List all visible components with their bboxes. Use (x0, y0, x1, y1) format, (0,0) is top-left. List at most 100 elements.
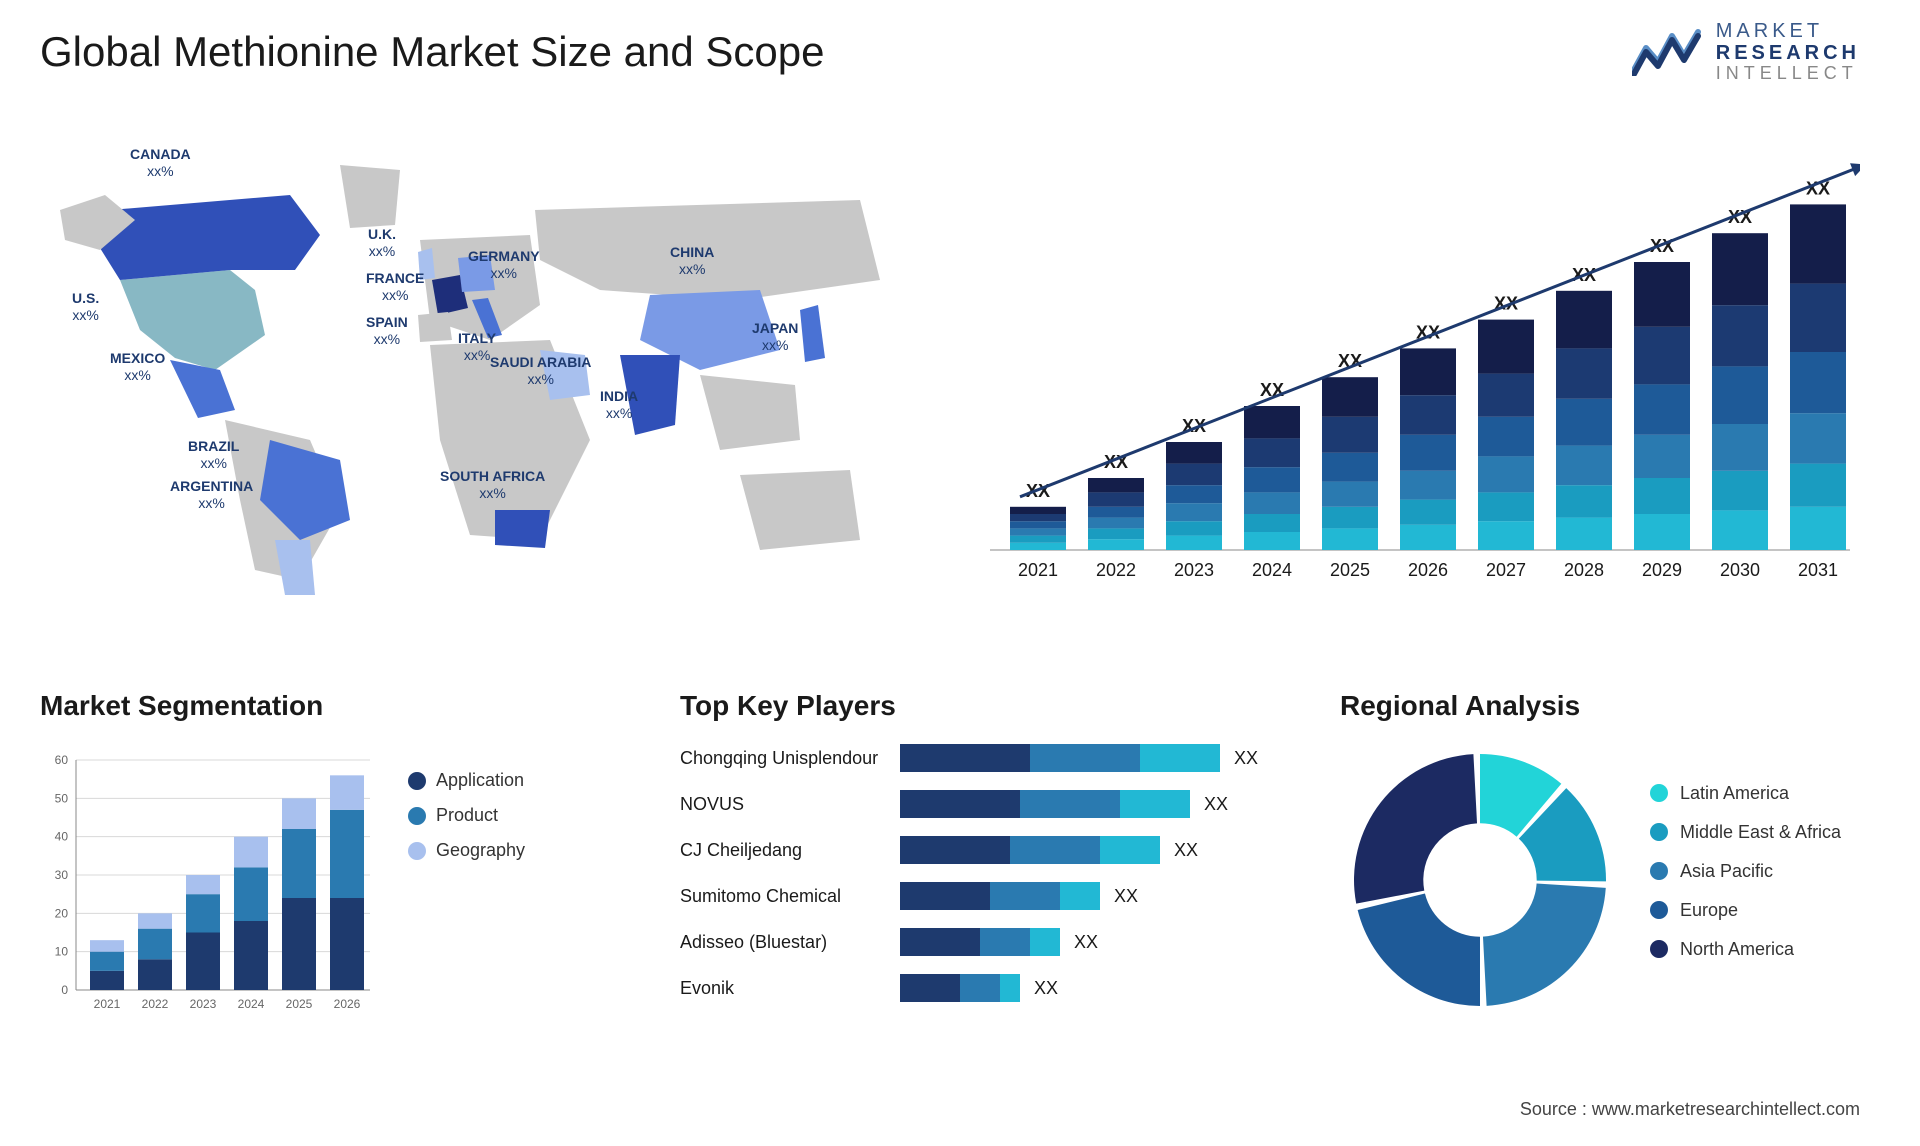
players-title: Top Key Players (680, 690, 1300, 722)
main-bar-seg (1478, 320, 1534, 374)
main-bar-seg (1712, 305, 1768, 366)
main-bar-seg (1634, 327, 1690, 385)
donut-slice (1358, 894, 1480, 1006)
player-bar (900, 974, 1020, 1002)
swatch-icon (1650, 862, 1668, 880)
player-bar (900, 744, 1220, 772)
player-bar-seg (900, 928, 980, 956)
player-name: CJ Cheiljedang (680, 840, 900, 861)
player-bar-wrap: XX (900, 744, 1300, 772)
main-chart-svg: XX2021XX2022XX2023XX2024XX2025XX2026XX20… (980, 150, 1860, 590)
main-bar-seg (1088, 507, 1144, 518)
main-bar-seg (1244, 492, 1300, 514)
map-label-us: U.S.xx% (72, 290, 99, 324)
seg-bar-seg (138, 913, 172, 928)
player-value: XX (1034, 978, 1058, 999)
player-bar-wrap: XX (900, 836, 1300, 864)
player-bar-wrap: XX (900, 928, 1300, 956)
main-bar-seg (1712, 366, 1768, 424)
main-bar-seg (1010, 536, 1066, 543)
seg-legend-item: Geography (408, 840, 525, 861)
seg-bar-year: 2022 (142, 997, 169, 1011)
main-bar-seg (1322, 528, 1378, 550)
seg-bar-seg (282, 798, 316, 829)
map-label-argentina: ARGENTINAxx% (170, 478, 253, 512)
player-bar-seg (900, 974, 960, 1002)
player-bar-wrap: XX (900, 882, 1300, 910)
main-bar-seg (1166, 442, 1222, 464)
world-map: CANADAxx%U.S.xx%MEXICOxx%BRAZILxx%ARGENT… (40, 140, 920, 600)
svg-text:20: 20 (55, 906, 69, 920)
main-bar-seg (1400, 348, 1456, 395)
country-japan (800, 305, 825, 362)
country-spain (418, 312, 452, 342)
swatch-icon (1650, 823, 1668, 841)
main-bar-seg (1088, 478, 1144, 492)
reg-legend-label: North America (1680, 939, 1794, 960)
main-bar-seg (1244, 438, 1300, 467)
main-bar-seg (1400, 395, 1456, 435)
source-text: Source : www.marketresearchintellect.com (1520, 1099, 1860, 1120)
player-bar-seg (1120, 790, 1190, 818)
map-label-brazil: BRAZILxx% (188, 438, 239, 472)
player-name: Adisseo (Bluestar) (680, 932, 900, 953)
country-mexico (170, 360, 235, 418)
map-label-saudiarabia: SAUDI ARABIAxx% (490, 354, 591, 388)
main-bar-seg (1322, 507, 1378, 529)
seg-bar-year: 2024 (238, 997, 265, 1011)
country-greenland (340, 165, 400, 228)
swatch-icon (408, 842, 426, 860)
player-bar-wrap: XX (900, 790, 1300, 818)
main-bar-seg (1634, 478, 1690, 514)
seg-bar-year: 2023 (190, 997, 217, 1011)
main-bar-seg (1478, 521, 1534, 550)
main-bar-seg (1166, 485, 1222, 503)
reg-legend-label: Asia Pacific (1680, 861, 1773, 882)
swatch-icon (1650, 784, 1668, 802)
main-bar-seg (1634, 435, 1690, 478)
map-label-japan: JAPANxx% (752, 320, 798, 354)
seg-bar-seg (234, 837, 268, 868)
regional-title: Regional Analysis (1340, 690, 1880, 722)
player-row: NOVUSXX (680, 786, 1300, 822)
map-label-mexico: MEXICOxx% (110, 350, 165, 384)
main-bar-seg (1088, 518, 1144, 529)
svg-text:60: 60 (55, 753, 69, 767)
map-svg (40, 140, 920, 600)
player-row: EvonikXX (680, 970, 1300, 1006)
logo-line2: RESEARCH (1716, 42, 1860, 64)
seg-bar-seg (186, 933, 220, 991)
main-bar-year: 2025 (1330, 560, 1370, 580)
reg-legend-item: Latin America (1650, 783, 1841, 804)
main-bar-seg (1166, 464, 1222, 486)
player-bar-seg (980, 928, 1030, 956)
main-bar-seg (1244, 467, 1300, 492)
main-bar-seg (1712, 471, 1768, 511)
main-bar-seg (1478, 492, 1534, 521)
donut-slice (1483, 884, 1606, 1006)
main-bar-seg (1790, 413, 1846, 463)
player-bar (900, 836, 1160, 864)
regional-legend: Latin AmericaMiddle East & AfricaAsia Pa… (1650, 783, 1841, 978)
page-title: Global Methionine Market Size and Scope (40, 28, 824, 76)
main-bar-year: 2031 (1798, 560, 1838, 580)
main-bar-year: 2021 (1018, 560, 1058, 580)
segmentation-panel: Market Segmentation 01020304050602021202… (40, 690, 620, 1020)
main-bar-seg (1244, 406, 1300, 438)
player-value: XX (1174, 840, 1198, 861)
seg-bar-seg (138, 959, 172, 990)
main-bar-year: 2027 (1486, 560, 1526, 580)
seg-bar-seg (90, 952, 124, 971)
reg-legend-item: Asia Pacific (1650, 861, 1841, 882)
player-row: Adisseo (Bluestar)XX (680, 924, 1300, 960)
logo-line3: INTELLECT (1716, 64, 1860, 84)
player-bar-seg (1060, 882, 1100, 910)
regional-donut-chart (1340, 740, 1620, 1020)
player-name: Sumitomo Chemical (680, 886, 900, 907)
main-bar-seg (1634, 262, 1690, 327)
seg-bar-seg (282, 898, 316, 990)
main-bar-seg (1322, 482, 1378, 507)
seg-bar-seg (330, 810, 364, 898)
main-bar-year: 2022 (1096, 560, 1136, 580)
main-bar-seg (1244, 514, 1300, 532)
